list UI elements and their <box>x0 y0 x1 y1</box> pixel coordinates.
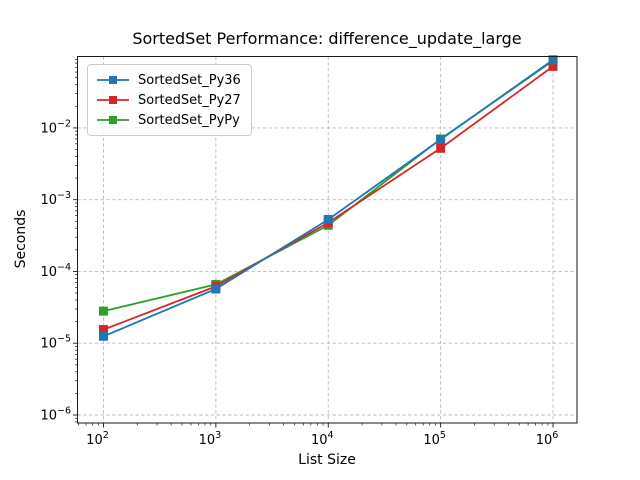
legend-swatch-icon <box>97 96 129 104</box>
series-marker <box>436 134 446 144</box>
y-axis-label: Seconds <box>13 209 29 269</box>
y-tick-label: 10−5 <box>40 334 71 352</box>
x-axis-label: List Size <box>298 452 356 468</box>
y-tick-label: 10−2 <box>40 118 71 136</box>
series-marker <box>323 214 333 224</box>
x-tick-label: 102 <box>86 430 109 448</box>
series-marker <box>436 143 446 153</box>
legend-entry-label: SortedSet_Py27 <box>138 92 241 108</box>
legend-entry: SortedSet_Py36 <box>97 70 241 90</box>
y-tick-label: 10−4 <box>40 262 71 280</box>
x-tick-label: 103 <box>199 430 222 448</box>
y-tick-label: 10−3 <box>40 190 71 208</box>
series-marker <box>98 331 108 341</box>
legend-entry: SortedSet_PyPy <box>97 110 241 130</box>
series-marker <box>98 306 108 316</box>
y-tick-label: 10−6 <box>40 405 71 423</box>
x-tick-label: 105 <box>423 430 446 448</box>
series-marker <box>548 55 558 65</box>
legend-entry: SortedSet_Py27 <box>97 90 241 110</box>
axes-spines <box>77 56 578 424</box>
x-tick-label: 104 <box>311 430 334 448</box>
legend-entry-label: SortedSet_Py36 <box>138 72 241 88</box>
series-marker <box>211 284 221 294</box>
legend-swatch-icon <box>97 116 129 124</box>
legend-entry-label: SortedSet_PyPy <box>138 112 240 128</box>
chart-title: SortedSet Performance: difference_update… <box>132 29 522 48</box>
x-tick-label: 106 <box>536 430 559 448</box>
legend-swatch-icon <box>97 76 129 84</box>
legend: SortedSet_Py36 SortedSet_Py27 SortedSet_Py… <box>87 64 252 136</box>
